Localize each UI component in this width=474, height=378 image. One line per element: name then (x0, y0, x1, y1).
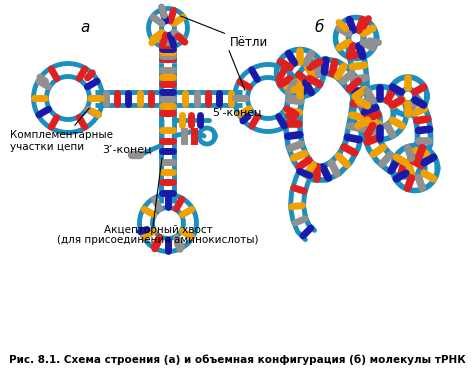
Polygon shape (345, 46, 367, 146)
Polygon shape (290, 62, 310, 84)
Text: б: б (315, 20, 324, 35)
Text: 3’-конец: 3’-конец (102, 145, 152, 155)
Polygon shape (294, 59, 356, 87)
Polygon shape (348, 31, 364, 45)
Polygon shape (366, 99, 393, 127)
Polygon shape (407, 97, 430, 171)
Polygon shape (405, 158, 425, 178)
Text: Комплементарные
участки цепи: Комплементарные участки цепи (10, 108, 113, 152)
Text: Рис. 8.1. Схема строения (а) и объемная конфигурация (б) молекулы тРНК: Рис. 8.1. Схема строения (а) и объемная … (9, 355, 465, 365)
Text: Акцепторный хвост: Акцепторный хвост (104, 225, 212, 235)
Polygon shape (401, 89, 415, 103)
Polygon shape (303, 142, 358, 180)
Text: (для присоединения аминокислоты): (для присоединения аминокислоты) (57, 235, 259, 245)
Polygon shape (162, 22, 174, 34)
Polygon shape (153, 208, 183, 239)
Text: Пётли: Пётли (181, 16, 268, 50)
Polygon shape (247, 77, 289, 118)
Polygon shape (291, 166, 315, 240)
Polygon shape (365, 133, 415, 177)
Text: а: а (80, 20, 90, 35)
Polygon shape (46, 76, 90, 119)
Polygon shape (345, 76, 380, 136)
Text: 5’-конец: 5’-конец (212, 108, 262, 118)
Polygon shape (286, 81, 313, 172)
Polygon shape (199, 128, 215, 144)
